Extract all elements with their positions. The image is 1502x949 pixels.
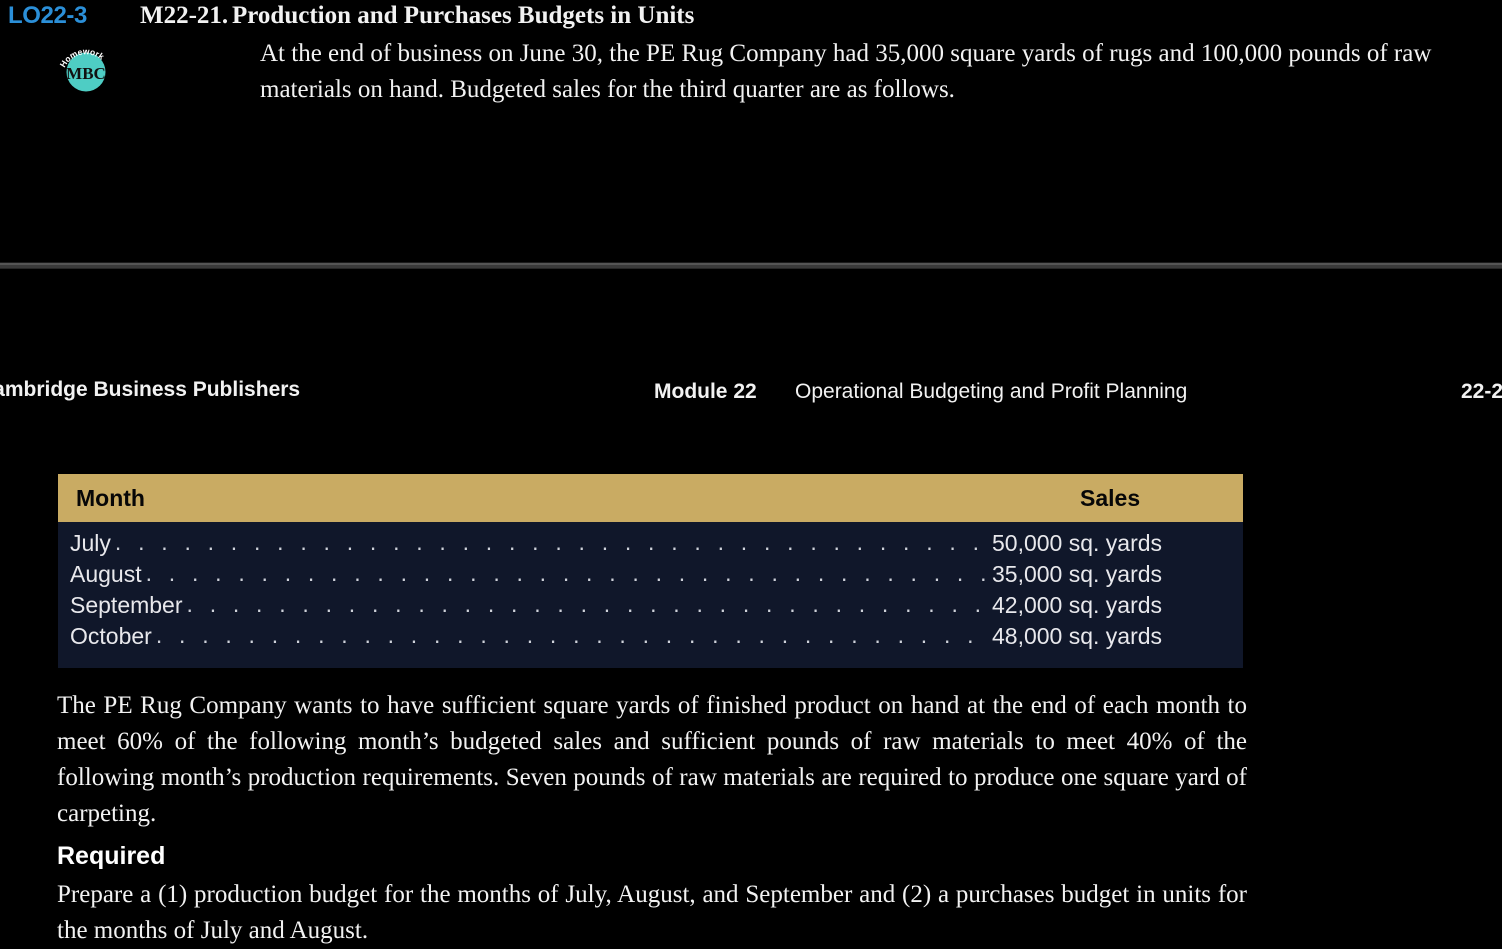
table-row: July . . . . . . . . . . . . . . . . . .…	[58, 530, 1243, 561]
table-row: August . . . . . . . . . . . . . . . . .…	[58, 561, 1243, 592]
required-paragraph: Prepare a (1) production budget for the …	[57, 881, 1247, 944]
dot-leader: . . . . . . . . . . . . . . . . . . . . …	[114, 530, 990, 555]
month-name: October	[70, 623, 152, 649]
month-name: September	[70, 592, 183, 618]
sales-value: 42,000 sq. yards	[992, 592, 1163, 618]
dot-leader: . . . . . . . . . . . . . . . . . . . . …	[186, 592, 990, 617]
month-name: August	[70, 561, 142, 587]
dot-leader: . . . . . . . . . . . . . . . . . . . . …	[145, 561, 990, 586]
sales-value: 48,000 sq. yards	[992, 623, 1163, 649]
running-header: Cambridge Business Publishers Module 22 …	[0, 378, 1502, 418]
sales-value: 35,000 sq. yards	[992, 561, 1163, 587]
svg-text:MBC: MBC	[66, 64, 106, 83]
learning-objective-tag: LO22-3	[8, 2, 87, 29]
row-label-cell: July . . . . . . . . . . . . . . . . . .…	[70, 530, 990, 557]
mbc-badge-icon: Homework MBC	[58, 46, 106, 92]
column-header-month: Month	[76, 485, 145, 511]
dot-leader: . . . . . . . . . . . . . . . . . . . . …	[155, 623, 990, 648]
module-label: Module 22	[654, 380, 757, 403]
table-row: September . . . . . . . . . . . . . . . …	[58, 592, 1243, 623]
table-header-row: Month Sales	[58, 474, 1243, 522]
column-header-sales: Sales	[1080, 485, 1141, 511]
problem-title: Production and Purchases Budgets in Unit…	[232, 2, 695, 29]
narrative-paragraph: The PE Rug Company wants to have suffici…	[57, 692, 1247, 827]
exercise-block: LO22-3 Homework MBC M22-21. Production a…	[0, 0, 1502, 264]
sales-value: 50,000 sq. yards	[992, 530, 1163, 556]
page-number: 22-21	[1461, 380, 1502, 403]
row-label-cell: October . . . . . . . . . . . . . . . . …	[70, 623, 990, 650]
month-name: July	[70, 530, 111, 556]
row-label-cell: September . . . . . . . . . . . . . . . …	[70, 592, 990, 619]
table-row: October . . . . . . . . . . . . . . . . …	[58, 623, 1243, 654]
publisher-name: Cambridge Business Publishers	[0, 378, 301, 401]
row-label-cell: August . . . . . . . . . . . . . . . . .…	[70, 561, 990, 588]
problem-intro-text: At the end of business on June 30, the P…	[260, 40, 1432, 103]
problem-number: M22-21.	[140, 2, 229, 29]
required-heading: Required	[57, 842, 166, 870]
module-title: Operational Budgeting and Profit Plannin…	[795, 380, 1188, 403]
page-divider	[0, 262, 1502, 271]
budgeted-sales-table: Month Sales July . . . . . . . . . . . .…	[58, 474, 1243, 668]
homework-mbc-badge: Homework MBC	[57, 39, 115, 97]
table-body: July . . . . . . . . . . . . . . . . . .…	[58, 522, 1243, 668]
